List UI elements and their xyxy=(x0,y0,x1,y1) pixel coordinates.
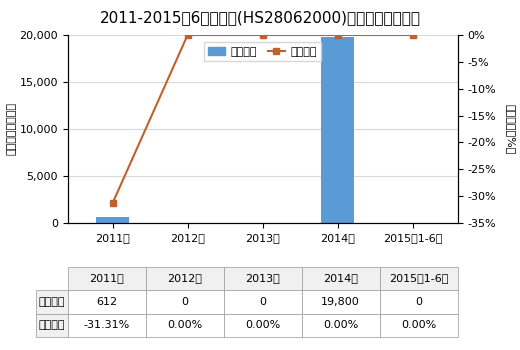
Y-axis label: 进口数量（千克）: 进口数量（千克） xyxy=(6,103,17,155)
Bar xyxy=(96,217,129,223)
Legend: 进口数量, 同比增长: 进口数量, 同比增长 xyxy=(204,42,321,61)
Bar xyxy=(321,37,355,223)
Text: 2011-2015年6月氯磺酸(HS28062000)进口量及增速统计: 2011-2015年6月氯磺酸(HS28062000)进口量及增速统计 xyxy=(99,10,421,26)
Y-axis label: 同比增长（%）: 同比增长（%） xyxy=(505,104,515,154)
